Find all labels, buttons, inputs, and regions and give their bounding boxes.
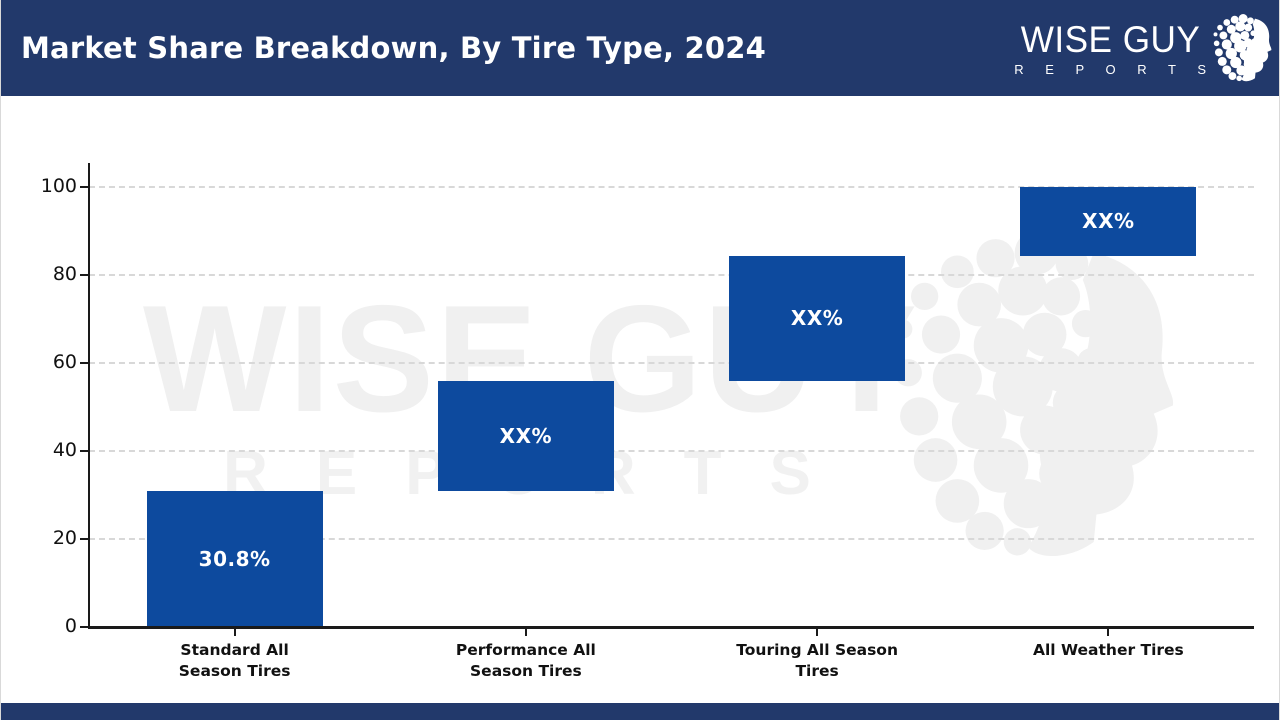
watermark-face-dots-icon bbox=[893, 230, 1174, 557]
x-axis-line bbox=[88, 626, 1254, 629]
x-axis-tick bbox=[816, 629, 819, 636]
bar-segment: XX% bbox=[729, 255, 906, 381]
y-axis-tick-label: 80 bbox=[52, 263, 77, 285]
footer-bar bbox=[1, 703, 1279, 720]
x-axis-tick bbox=[1107, 629, 1110, 636]
y-axis-tick-label: 40 bbox=[52, 439, 77, 461]
x-axis-tick-label: All Weather Tires bbox=[1032, 641, 1184, 659]
logo-reports-text: R E P O R T S bbox=[1014, 62, 1215, 77]
gridline bbox=[89, 274, 1254, 276]
y-axis-tick bbox=[80, 274, 89, 276]
bar-value-label: XX% bbox=[790, 306, 844, 331]
y-axis-tick bbox=[80, 538, 89, 540]
x-axis-tick bbox=[233, 629, 236, 636]
bar-segment: 30.8% bbox=[146, 491, 323, 627]
gridline bbox=[89, 362, 1254, 364]
bar-value-label: XX% bbox=[499, 424, 553, 449]
y-axis-tick bbox=[80, 450, 89, 452]
y-axis-tick-label: 0 bbox=[64, 615, 77, 637]
bar-segment: XX% bbox=[1020, 187, 1197, 256]
x-axis-tick bbox=[524, 629, 527, 636]
gridline bbox=[89, 186, 1254, 188]
brand-logo: WISE GUY R E P O R T S bbox=[1005, 0, 1215, 96]
gridline bbox=[89, 450, 1254, 452]
y-axis-line bbox=[88, 163, 90, 628]
y-axis-tick bbox=[80, 626, 89, 628]
y-axis-tick bbox=[80, 362, 89, 364]
y-axis-tick-label: 20 bbox=[52, 527, 77, 549]
y-axis-tick bbox=[80, 186, 89, 188]
header-bar: Market Share Breakdown, By Tire Type, 20… bbox=[1, 0, 1279, 96]
logo-wiseguy-text: WISE GUY bbox=[1020, 19, 1200, 60]
page-title: Market Share Breakdown, By Tire Type, 20… bbox=[21, 31, 766, 65]
x-axis-tick-label: Performance All Season Tires bbox=[455, 641, 596, 680]
gridline bbox=[89, 538, 1254, 540]
y-axis-tick-label: 60 bbox=[52, 351, 77, 373]
bar-value-label: XX% bbox=[1082, 209, 1135, 234]
x-axis-tick-label: Touring All Season Tires bbox=[736, 641, 898, 680]
x-axis-tick-label: Standard All Season Tires bbox=[178, 641, 291, 680]
bar-value-label: 30.8% bbox=[198, 547, 271, 572]
logo-face-dots-icon bbox=[1213, 14, 1272, 82]
y-axis-tick-label: 100 bbox=[40, 175, 77, 197]
bar-segment: XX% bbox=[437, 380, 614, 492]
